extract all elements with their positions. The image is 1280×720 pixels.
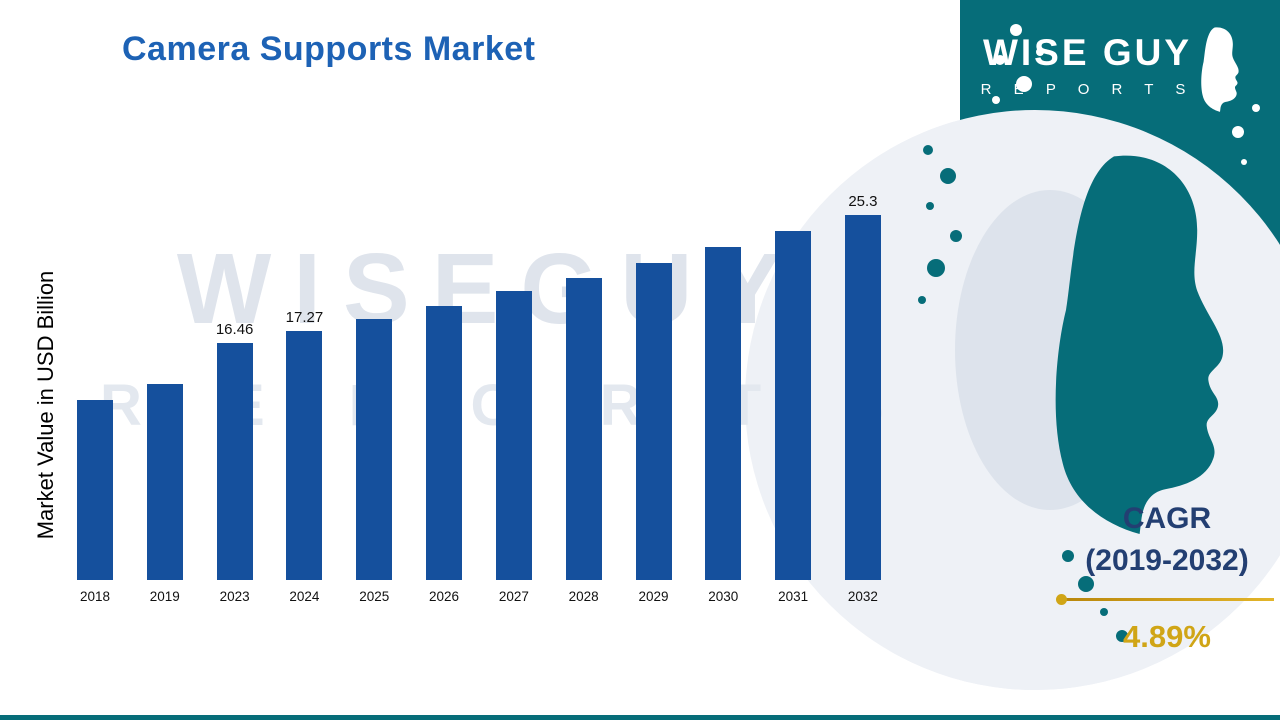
logo-face-icon (1201, 27, 1239, 112)
x-tick-label: 2028 (568, 589, 599, 604)
bar-column: 2026 (413, 180, 475, 604)
bar-2019 (146, 383, 183, 580)
bar-column: 2028 (553, 180, 615, 604)
logo-reports-text: R E P O R T S (980, 81, 1195, 98)
x-tick-label: 2030 (708, 589, 739, 604)
y-axis-label: Market Value in USD Billion (33, 270, 58, 540)
bar-column: 2019 (134, 180, 196, 604)
bar-2023 (216, 342, 253, 580)
x-tick-label: 2027 (498, 589, 529, 604)
x-tick-label: 2024 (289, 589, 320, 604)
bar-2028 (565, 278, 602, 580)
watermark-wiseguy: WISEGUY (176, 233, 804, 345)
x-tick-label: 2029 (638, 589, 669, 604)
bar-2031 (775, 230, 812, 580)
bar-value-label: 25.3 (848, 192, 878, 210)
bar-2018 (77, 399, 113, 580)
bar-column: 25.3 2032 (832, 180, 894, 604)
bar-2025 (356, 318, 393, 580)
halftone-dots-white (992, 24, 1260, 165)
halftone-dots-teal (918, 145, 1128, 642)
bar-column: 16.46 2023 (204, 180, 266, 605)
bar-column: 2031 (762, 180, 824, 604)
bar-2027 (495, 291, 532, 580)
x-tick-label: 2032 (847, 589, 878, 604)
bar-value-label: 16.46 (215, 320, 254, 338)
cagr-divider (1056, 594, 1274, 605)
x-tick-label: 2018 (79, 589, 111, 604)
bar-column: 2030 (692, 180, 754, 604)
x-tick-label: 2026 (429, 589, 460, 604)
bar-column: 2029 (623, 180, 685, 604)
x-tick-label: 2031 (778, 589, 809, 604)
cagr-range: (2019-2032) (1085, 544, 1249, 577)
bar-2026 (426, 305, 463, 580)
bar-2024 (286, 330, 323, 580)
cagr-title: CAGR (1122, 502, 1212, 535)
bar-2030 (705, 246, 742, 580)
bar-2029 (635, 262, 672, 580)
bar-chart: 2018 2019 16.46 2023 17.27 2024 2025 2026 2027 20… (64, 180, 894, 605)
x-tick-label: 2019 (149, 589, 180, 604)
cagr-divider-dot (1056, 594, 1067, 605)
bar-column: 2018 (64, 180, 126, 604)
x-tick-label: 2023 (219, 589, 250, 604)
bar-value-label: 17.27 (285, 308, 324, 326)
bottom-accent-bar (0, 715, 1280, 720)
logo: WISE GUY R E P O R T S (980, 32, 1195, 98)
bar-column: 2025 (343, 180, 405, 604)
bar-column: 17.27 2024 (273, 180, 335, 604)
bar-column: 2027 (483, 180, 545, 604)
cagr-value: 4.89% (1123, 619, 1211, 654)
x-tick-label: 2025 (359, 589, 390, 604)
face-silhouette-icon (1055, 155, 1224, 534)
page-title: Camera Supports Market (122, 30, 536, 68)
logo-wiseguy-text: WISE GUY (982, 32, 1193, 73)
bar-2032 (844, 214, 881, 580)
cagr-block: CAGR (2019-2032) 4.89% (1056, 502, 1276, 655)
